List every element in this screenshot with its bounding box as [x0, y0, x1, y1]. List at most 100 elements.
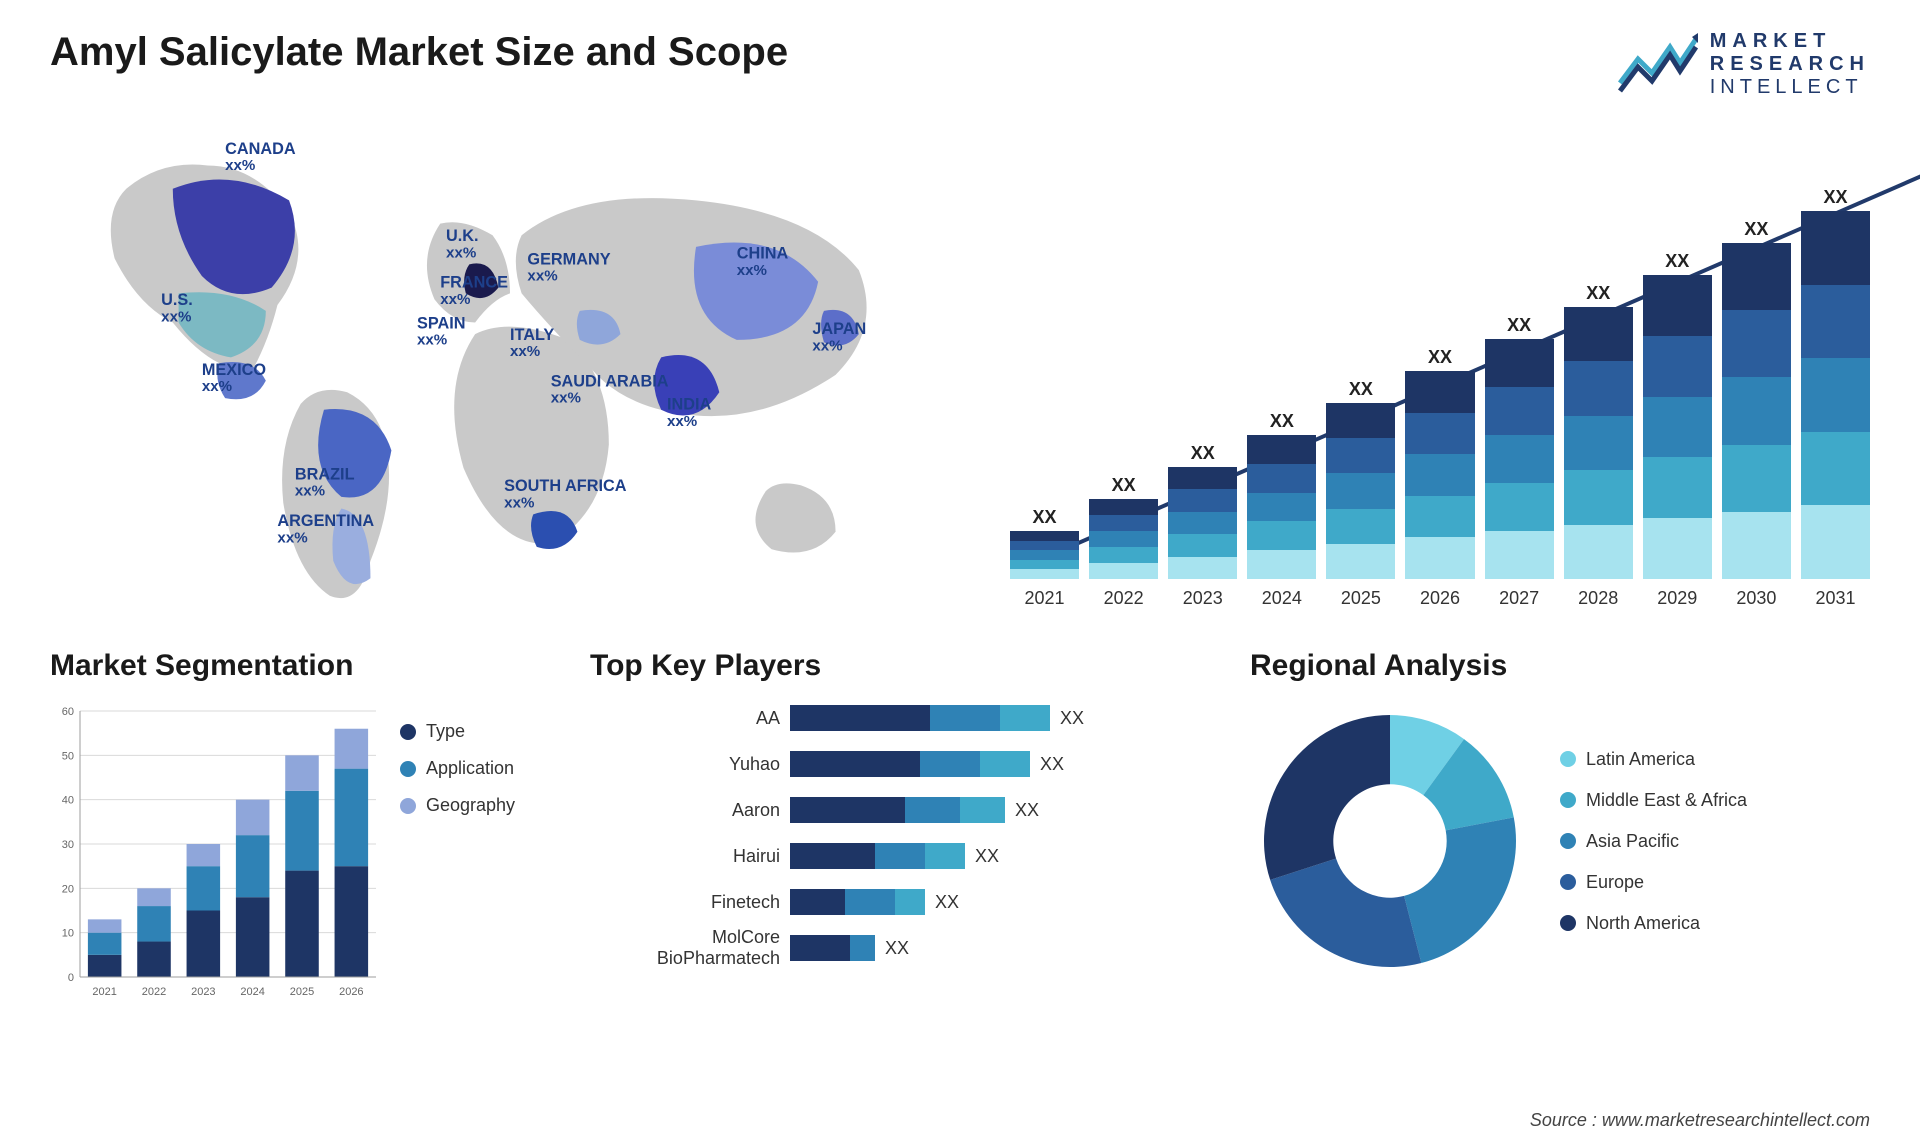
legend-item: Latin America [1560, 749, 1747, 770]
seg-bar-segment [187, 844, 221, 866]
growth-x-label: 2029 [1643, 588, 1712, 609]
seg-xlabel: 2023 [191, 986, 215, 998]
growth-x-label: 2028 [1564, 588, 1633, 609]
growth-bar-segment [1405, 413, 1474, 455]
donut-slice [1404, 817, 1516, 963]
growth-bar-label: XX [1089, 475, 1158, 496]
growth-x-label: 2022 [1089, 588, 1158, 609]
legend-item: Application [400, 758, 515, 779]
player-bar-segment [920, 751, 980, 777]
growth-bar-segment [1801, 285, 1870, 359]
segmentation-title: Market Segmentation [50, 649, 550, 683]
players-chart: AAXXYuhaoXXAaronXXHairuiXXFinetechXXMolC… [590, 701, 1210, 1001]
player-bar: XX [790, 843, 1210, 869]
player-row: FinetechXX [590, 885, 1210, 919]
growth-bar-segment [1247, 550, 1316, 579]
map-label: FRANCE [440, 274, 508, 292]
growth-x-label: 2024 [1247, 588, 1316, 609]
legend-label: North America [1586, 913, 1700, 934]
map-label: SPAIN [417, 314, 466, 332]
growth-bar-segment [1168, 512, 1237, 534]
seg-ytick: 40 [62, 795, 74, 807]
player-bar-segment [790, 935, 850, 961]
player-name: Finetech [590, 892, 790, 913]
growth-x-label: 2021 [1010, 588, 1079, 609]
logo-text-2: RESEARCH [1710, 53, 1870, 76]
growth-bar-label: XX [1247, 411, 1316, 432]
map-pct: xx% [446, 244, 477, 261]
growth-bar: XX [1247, 435, 1316, 579]
player-bar-segment [845, 889, 895, 915]
legend-swatch [1560, 874, 1576, 890]
player-value: XX [1060, 708, 1084, 729]
player-bar-segment [790, 705, 930, 731]
growth-bar-segment [1643, 275, 1712, 336]
seg-xlabel: 2025 [290, 986, 314, 998]
growth-bar-label: XX [1722, 219, 1791, 240]
legend-swatch [1560, 915, 1576, 931]
player-value: XX [975, 846, 999, 867]
map-label: ARGENTINA [277, 512, 374, 530]
player-bar-segment [905, 797, 960, 823]
player-bar-segment [790, 751, 920, 777]
growth-bar-segment [1643, 397, 1712, 458]
growth-bar-segment [1801, 505, 1870, 579]
donut-slice [1264, 715, 1390, 880]
growth-bar-label: XX [1326, 379, 1395, 400]
growth-bar-segment [1326, 509, 1395, 544]
regional-legend: Latin AmericaMiddle East & AfricaAsia Pa… [1560, 749, 1747, 934]
player-bar-segment [790, 843, 875, 869]
legend-item: North America [1560, 913, 1747, 934]
logo-text-3: INTELLECT [1710, 76, 1870, 99]
player-bar-segment [895, 889, 925, 915]
map-label: BRAZIL [295, 465, 355, 483]
legend-swatch [1560, 833, 1576, 849]
legend-swatch [400, 724, 416, 740]
player-bar-segment [960, 797, 1005, 823]
growth-bar-segment [1564, 470, 1633, 524]
map-label: ITALY [510, 326, 554, 344]
legend-item: Europe [1560, 872, 1747, 893]
map-pct: xx% [510, 343, 541, 360]
growth-bar-segment [1089, 563, 1158, 579]
legend-item: Middle East & Africa [1560, 790, 1747, 811]
seg-bar-segment [88, 933, 122, 955]
logo-text-1: MARKET [1710, 30, 1870, 53]
growth-bar-segment [1089, 499, 1158, 515]
growth-bar: XX [1801, 211, 1870, 579]
player-row: HairuiXX [590, 839, 1210, 873]
growth-bar-label: XX [1010, 507, 1079, 528]
legend-swatch [400, 798, 416, 814]
player-name: Yuhao [590, 754, 790, 775]
legend-label: Application [426, 758, 514, 779]
growth-bar-segment [1564, 361, 1633, 415]
growth-bar-segment [1326, 438, 1395, 473]
growth-bar-segment [1405, 537, 1474, 579]
growth-bar: XX [1643, 275, 1712, 579]
growth-bar: XX [1326, 403, 1395, 579]
seg-bar-segment [335, 729, 369, 769]
growth-bar-segment [1089, 547, 1158, 563]
growth-bar-segment [1089, 515, 1158, 531]
page-title: Amyl Salicylate Market Size and Scope [50, 30, 788, 75]
seg-bar-segment [285, 791, 319, 871]
growth-bar-segment [1801, 358, 1870, 432]
seg-bar-segment [236, 835, 270, 897]
growth-chart-panel: XXXXXXXXXXXXXXXXXXXXXX 20212022202320242… [1010, 119, 1870, 619]
seg-ytick: 30 [62, 839, 74, 851]
growth-bar-segment [1010, 531, 1079, 541]
player-bar-segment [790, 797, 905, 823]
map-pct: xx% [551, 390, 582, 407]
map-pct: xx% [504, 494, 535, 511]
growth-x-label: 2027 [1485, 588, 1554, 609]
source-credit: Source : www.marketresearchintellect.com [1530, 1110, 1870, 1131]
growth-bar-segment [1010, 550, 1079, 560]
growth-bar: XX [1168, 467, 1237, 579]
growth-bar-label: XX [1801, 187, 1870, 208]
player-bar: XX [790, 751, 1210, 777]
player-bar-segment [875, 843, 925, 869]
player-bar: XX [790, 797, 1210, 823]
growth-bar: XX [1010, 531, 1079, 579]
growth-bar: XX [1089, 499, 1158, 579]
growth-bar-segment [1247, 464, 1316, 493]
